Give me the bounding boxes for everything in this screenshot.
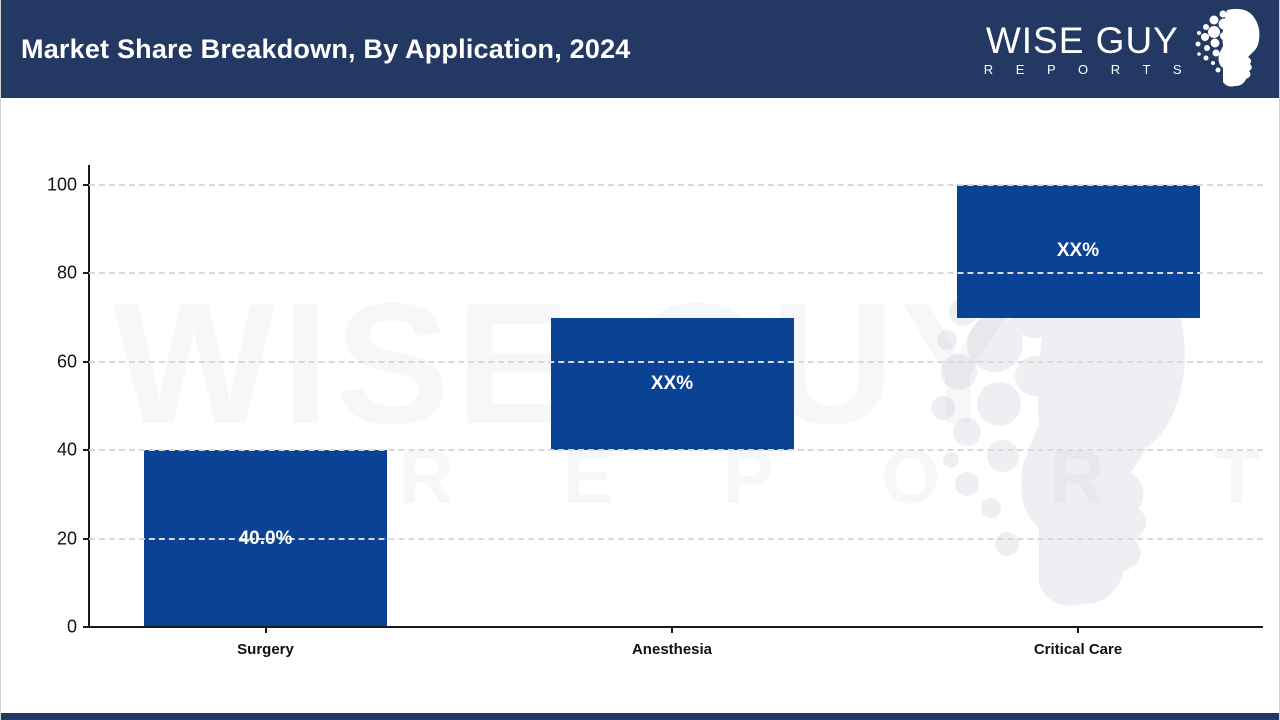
logo-wiseguy-text: WISE GUY (985, 20, 1179, 61)
y-tick-mark (83, 272, 88, 275)
x-axis-spine (88, 626, 1263, 628)
gridline (89, 449, 1263, 452)
y-tick-mark (83, 360, 88, 363)
x-category-label: Surgery (237, 641, 294, 658)
bar-critical-care (956, 185, 1200, 318)
y-tick-mark (83, 449, 88, 452)
x-category-label: Anesthesia (631, 641, 713, 658)
gridline (89, 360, 1263, 363)
bar-value-label: XX% (650, 372, 694, 394)
chart-title: Market Share Breakdown, By Application, … (21, 33, 631, 64)
y-tick-mark (83, 184, 88, 186)
logo-reports-text: R E P O R T S (983, 62, 1191, 77)
bar-value-label: XX% (1056, 240, 1100, 262)
y-tick-label: 80 (56, 262, 77, 283)
y-tick-label: 40 (56, 439, 77, 460)
gridline (89, 184, 1263, 186)
gridline (89, 537, 1263, 540)
gridline (89, 272, 1263, 275)
logo-text: WISE GUY R E P O R T S (974, 22, 1191, 76)
y-tick-label: 20 (56, 528, 77, 549)
logo-face-icon (1195, 8, 1260, 87)
x-tick-mark (671, 628, 673, 633)
bar-value-label: 40.0% (238, 527, 293, 549)
x-tick-mark (1077, 628, 1079, 633)
y-tick-label: 0 (66, 616, 77, 637)
footer-band (1, 713, 1279, 720)
y-axis-spine (88, 165, 90, 628)
x-tick-mark (264, 628, 267, 633)
y-tick-mark (83, 626, 88, 628)
bar-anesthesia (550, 317, 794, 451)
header-band: Market Share Breakdown, By Application, … (1, 0, 1279, 98)
y-tick-mark (83, 537, 88, 540)
wise-guy-logo: WISE GUY R E P O R T S (974, 6, 1265, 92)
x-category-label: Critical Care (1033, 641, 1123, 658)
y-tick-label: 60 (56, 351, 77, 372)
y-tick-label: 100 (46, 174, 77, 195)
